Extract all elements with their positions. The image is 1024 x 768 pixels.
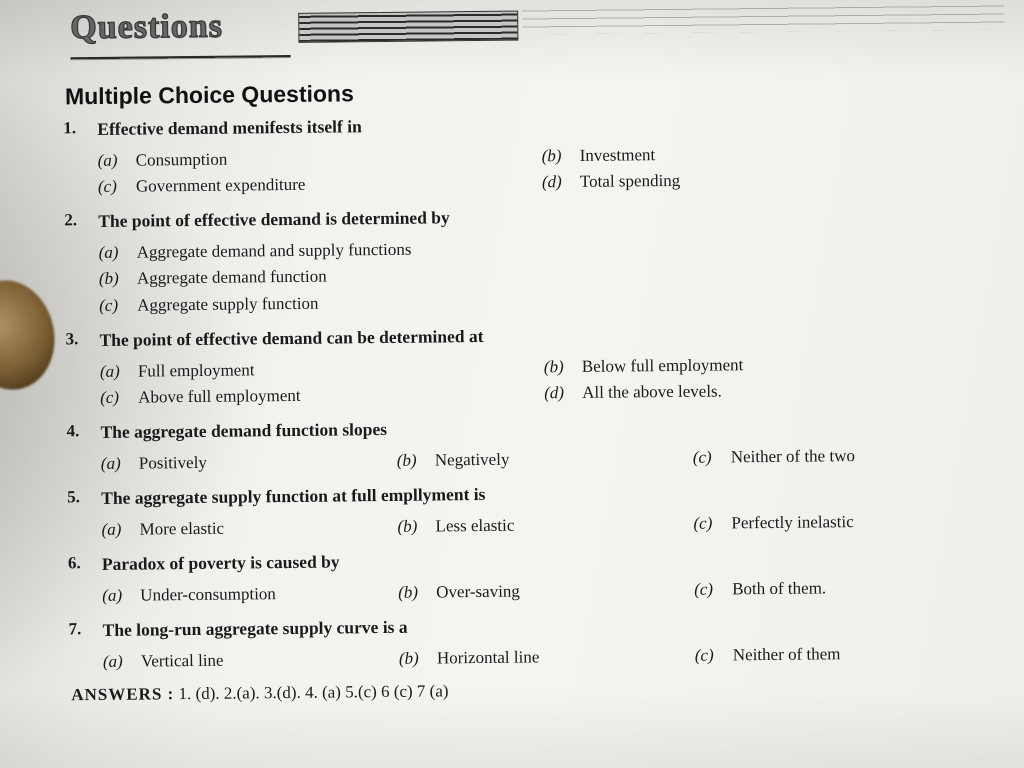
option-label: (c) bbox=[693, 444, 721, 471]
option-text: Less elastic bbox=[435, 513, 514, 540]
option-text: Over-saving bbox=[436, 578, 520, 605]
option: (b) Less elastic bbox=[397, 511, 693, 540]
question-stem: The point of effective demand is determi… bbox=[98, 201, 986, 234]
option-label: (a) bbox=[101, 517, 129, 544]
option-text: Full employment bbox=[138, 357, 255, 385]
option: (c) Neither of them bbox=[695, 639, 991, 668]
option-text: Under-consumption bbox=[140, 581, 276, 609]
option-label: (d) bbox=[542, 169, 570, 196]
question-stem: The aggregate supply function at full em… bbox=[101, 478, 989, 511]
option-label: (b) bbox=[399, 645, 427, 672]
option-text: Aggregate supply function bbox=[137, 290, 319, 318]
option: (a) Vertical line bbox=[103, 646, 399, 675]
option-text: All the above levels. bbox=[582, 378, 722, 406]
option-label: (c) bbox=[695, 642, 723, 669]
question-5: The aggregate supply function at full em… bbox=[67, 478, 990, 544]
option-group: (a) More elastic (b) Less elastic (c) Perfe… bbox=[101, 508, 989, 544]
option-label: (a) bbox=[98, 147, 126, 174]
option-text: Vertical line bbox=[141, 648, 224, 675]
option-label: (b) bbox=[397, 447, 425, 474]
option-label: (b) bbox=[397, 513, 425, 540]
option: (a) More elastic bbox=[101, 514, 397, 543]
option-label: (c) bbox=[99, 292, 127, 319]
option-group: (a) Under-consumption (b) Over-saving (c) B… bbox=[102, 574, 990, 610]
question-1: Effective demand menifests itself in (a)… bbox=[63, 109, 986, 201]
option-text: Total spending bbox=[580, 168, 681, 195]
question-stem: Paradox of poverty is caused by bbox=[102, 544, 990, 577]
option-label: (a) bbox=[102, 583, 130, 610]
option-label: (a) bbox=[100, 358, 128, 385]
option-group: (a) Positively (b) Negatively (c) Neither o… bbox=[101, 442, 989, 478]
option-text: Aggregate demand function bbox=[137, 264, 327, 292]
option-label: (b) bbox=[544, 354, 572, 381]
option-label: (b) bbox=[99, 266, 127, 293]
option-text: Aggregate demand and supply functions bbox=[137, 237, 412, 266]
decorative-lines bbox=[522, 0, 1004, 35]
option-group: (a) Vertical line (b) Horizontal line (c) N… bbox=[103, 639, 991, 675]
answers-line: ANSWERS : 1. (d). 2.(a). 3.(d). 4. (a) 5… bbox=[71, 676, 991, 706]
question-3: The point of effective demand can be det… bbox=[65, 320, 988, 412]
question-stem: Effective demand menifests itself in bbox=[97, 109, 985, 142]
option-text: Negatively bbox=[435, 447, 510, 474]
option: (c) Government expenditure bbox=[98, 169, 542, 200]
question-6: Paradox of poverty is caused by (a) Under… bbox=[68, 544, 991, 610]
option-text: Perfectly inelastic bbox=[731, 509, 854, 537]
option: (c) Neither of the two bbox=[693, 442, 989, 471]
option-group: (a) Aggregate demand and supply functions… bbox=[99, 231, 988, 319]
option-text: Neither of them bbox=[733, 641, 841, 668]
question-7: The long-run aggregate supply curve is a… bbox=[68, 610, 991, 676]
question-2: The point of effective demand is determi… bbox=[64, 201, 987, 319]
answers-text: 1. (d). 2.(a). 3.(d). 4. (a) 5.(c) 6 (c)… bbox=[178, 681, 448, 703]
option: (d) All the above levels. bbox=[544, 376, 988, 407]
option-label: (a) bbox=[103, 648, 131, 675]
page-heading: Questions bbox=[70, 8, 223, 48]
option: (c) Perfectly inelastic bbox=[693, 508, 989, 537]
option-label: (c) bbox=[693, 510, 721, 537]
option-label: (c) bbox=[100, 385, 128, 412]
section-title: Multiple Choice Questions bbox=[65, 74, 985, 111]
question-stem: The long-run aggregate supply curve is a bbox=[102, 610, 990, 643]
option: (b) Over-saving bbox=[398, 577, 694, 606]
option-label: (a) bbox=[99, 240, 127, 267]
option: (a) Positively bbox=[101, 448, 397, 477]
question-4: The aggregate demand function slopes (a)… bbox=[66, 412, 989, 478]
option-label: (d) bbox=[544, 380, 572, 407]
option: (a) Under-consumption bbox=[102, 580, 398, 609]
question-stem: The aggregate demand function slopes bbox=[100, 412, 988, 445]
option-text: Horizontal line bbox=[437, 644, 540, 671]
option: (d) Total spending bbox=[542, 165, 986, 196]
header-wrap: Questions bbox=[62, 0, 985, 65]
option-group: (a) Consumption (b) Investment (c) Governme… bbox=[98, 138, 987, 200]
option-text: Consumption bbox=[136, 146, 228, 173]
option-text: Investment bbox=[580, 142, 656, 169]
option-group: (a) Full employment (b) Below full employm… bbox=[100, 349, 989, 411]
option-label: (c) bbox=[98, 174, 126, 201]
option-label: (a) bbox=[101, 451, 129, 478]
option-text: Neither of the two bbox=[731, 443, 855, 471]
option-label: (b) bbox=[398, 579, 426, 606]
heading-underline bbox=[71, 55, 291, 60]
option-text: Positively bbox=[139, 450, 207, 477]
option-label: (b) bbox=[542, 143, 570, 170]
option: (b) Negatively bbox=[397, 445, 693, 474]
option: (c) Both of them. bbox=[694, 574, 990, 603]
option-label: (c) bbox=[694, 576, 722, 603]
page: Questions Multiple Choice Questions Effe… bbox=[0, 0, 1024, 706]
question-list: Effective demand menifests itself in (a)… bbox=[63, 109, 991, 676]
option: (c) Above full employment bbox=[100, 380, 544, 411]
decorative-stripes bbox=[298, 11, 518, 43]
question-stem: The point of effective demand can be det… bbox=[99, 320, 987, 353]
option-text: Below full employment bbox=[582, 352, 744, 380]
option-text: Government expenditure bbox=[136, 172, 306, 200]
option: (b) Horizontal line bbox=[399, 643, 695, 672]
answers-label: ANSWERS : bbox=[71, 684, 174, 704]
option-text: Above full employment bbox=[138, 383, 301, 411]
option-text: More elastic bbox=[139, 516, 224, 543]
option-text: Both of them. bbox=[732, 575, 826, 602]
